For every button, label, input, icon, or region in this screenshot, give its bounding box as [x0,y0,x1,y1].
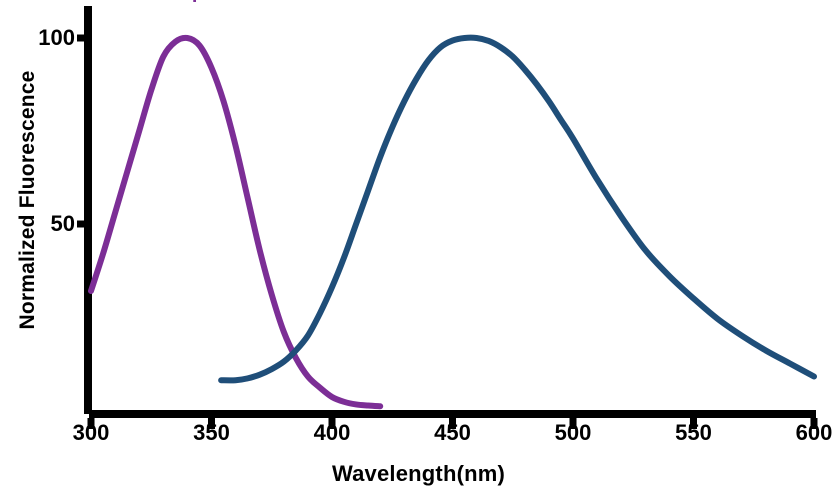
x-tick-label: 450 [434,420,471,445]
y-tick-label: 100 [38,25,75,50]
curve-emission [218,34,817,384]
x-tick-label: 400 [313,420,351,445]
x-tick-label: 500 [554,420,592,445]
x-tick-label: 600 [795,420,833,445]
x-tick-label: 300 [72,420,110,445]
series-label-absorption: Absorption [134,0,241,4]
axes [77,6,818,429]
x-tick-label: 350 [193,420,230,445]
x-axis-title: Wavelength(nm) [331,461,506,486]
curve-absorption [88,34,384,410]
data-curves [88,34,817,410]
x-tick-label: 550 [675,420,712,445]
y-tick-label: 50 [50,211,75,236]
series-label-emission: Emission [435,0,524,4]
